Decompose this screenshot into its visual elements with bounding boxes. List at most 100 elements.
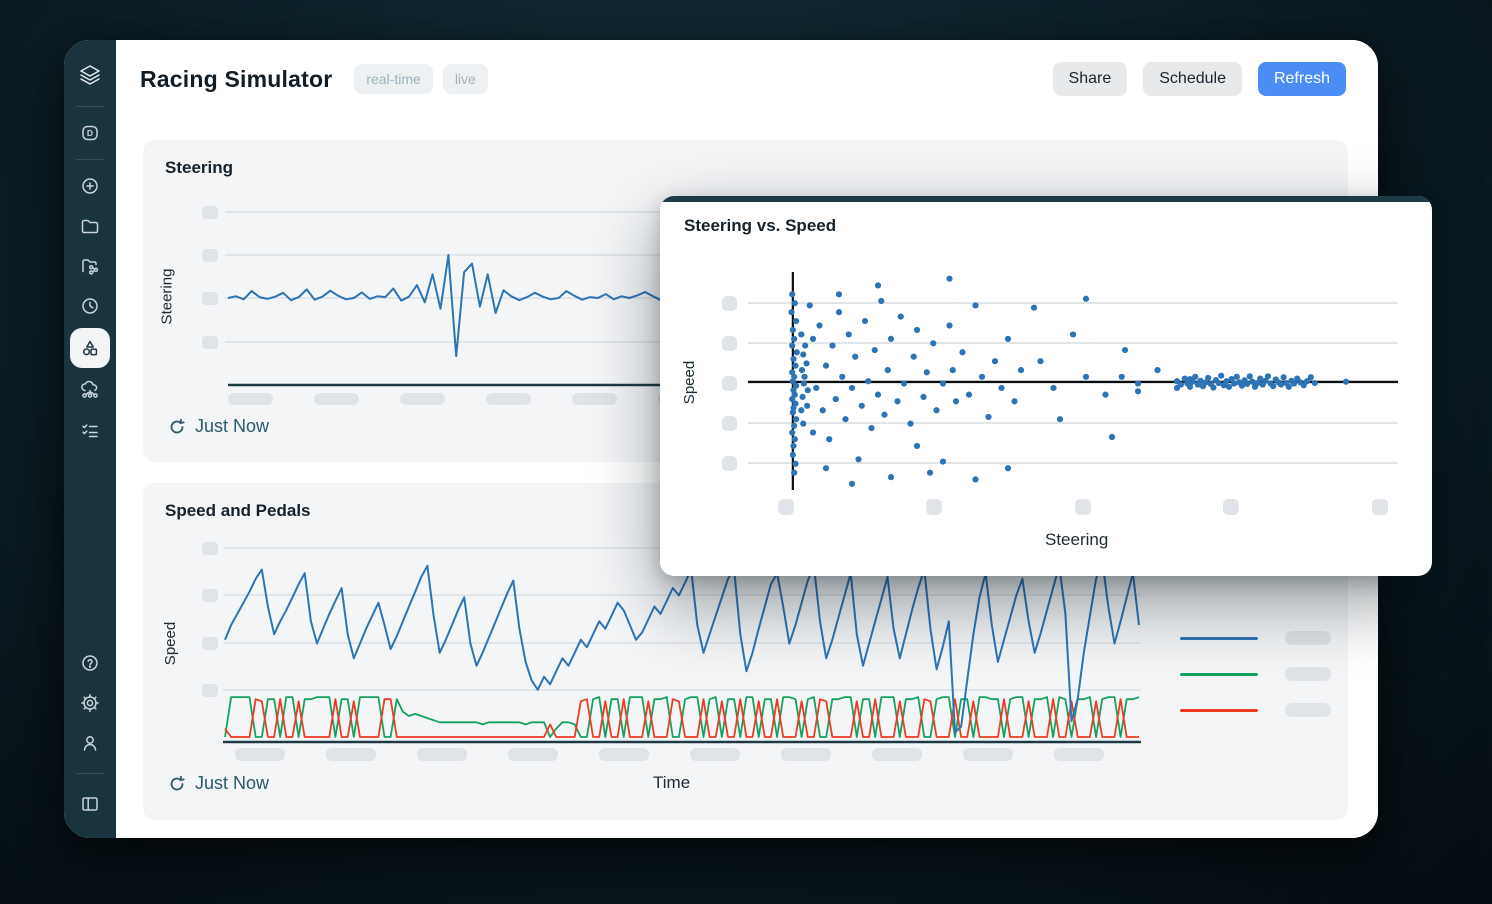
axis-tick-placeholder	[1223, 499, 1239, 515]
legend-line-brake	[1180, 708, 1258, 712]
steering-refresh-status[interactable]: Just Now	[168, 416, 269, 437]
scatter-dot	[923, 369, 930, 376]
axis-tick-placeholder	[417, 748, 467, 761]
chart-legend	[1180, 631, 1340, 739]
scatter-dot	[861, 317, 869, 325]
sidebar-item-settings-gear[interactable]	[70, 685, 110, 721]
scatter-dot	[1238, 382, 1246, 389]
steering-vs-speed-card[interactable]: Steering vs. Speed Speed Steering	[660, 196, 1432, 576]
refresh-icon	[170, 775, 185, 790]
sidebar-item-cloud-network[interactable]	[70, 372, 110, 408]
legend-item-brake[interactable]	[1180, 703, 1340, 717]
axis-tick-placeholder	[572, 393, 617, 405]
scatter-dot	[874, 391, 882, 398]
share-button[interactable]: Share	[1052, 62, 1128, 96]
steering-refresh-label: Just Now	[195, 416, 270, 436]
axis-tick-placeholder	[778, 499, 794, 515]
scatter-dot	[858, 402, 865, 409]
scatter-dot	[791, 300, 798, 307]
scatter-dot	[789, 326, 796, 334]
scatter-dot	[949, 367, 956, 374]
scatter-dot	[1205, 374, 1212, 382]
sidebar-item-dashboard-badge[interactable]: D	[70, 115, 110, 151]
scatter-dot	[829, 342, 836, 349]
axis-tick-placeholder	[228, 393, 273, 405]
scatter-dot	[801, 373, 808, 380]
speed-refresh-status[interactable]: Just Now	[168, 773, 269, 794]
scatter-dot	[1030, 304, 1038, 311]
scatter-dot	[874, 282, 882, 289]
scatter-dot	[1004, 335, 1012, 342]
scatter-dot	[1154, 367, 1161, 374]
scatter-dot	[804, 387, 811, 394]
legend-label-placeholder	[1285, 703, 1331, 717]
scatter-dot	[1225, 383, 1233, 390]
scatter-dot	[884, 367, 891, 374]
scatter-dot	[1285, 383, 1292, 390]
scatter-dot	[897, 313, 904, 320]
axis-tick-placeholder	[400, 393, 445, 405]
scatter-dot	[789, 451, 796, 458]
scatter-dot	[1233, 373, 1240, 380]
scatter-dot	[907, 420, 914, 427]
scatter-dot	[789, 396, 796, 403]
scatter-dot	[972, 302, 979, 309]
scatter-dot	[1311, 379, 1318, 387]
scatter-dot	[1210, 384, 1217, 391]
scatter-dot	[1218, 372, 1225, 379]
header-actions: Share Schedule Refresh	[1052, 62, 1346, 96]
steering-y-axis-label: Steering	[158, 268, 176, 325]
scatter-dot	[1056, 416, 1064, 423]
scatter-dot	[826, 436, 833, 443]
scatter-y-axis-label: Speed	[681, 360, 699, 405]
scatter-dot	[939, 380, 947, 387]
scatter-dot	[930, 340, 937, 347]
legend-line-speed	[1180, 636, 1258, 640]
axis-tick-placeholder	[722, 415, 737, 431]
scatter-dot	[1017, 367, 1025, 374]
scatter-dot	[1277, 381, 1285, 388]
scatter-dot	[894, 398, 901, 405]
sidebar-item-charts-shapes[interactable]	[70, 328, 110, 368]
scatter-dot	[1011, 398, 1018, 405]
scatter-dot	[793, 349, 800, 356]
refresh-icon	[170, 418, 185, 433]
scatter-dot	[946, 322, 953, 329]
scatter-dot	[1307, 374, 1314, 381]
scatter-dot	[933, 407, 940, 414]
scatter-dot	[852, 353, 859, 360]
scatter-dot	[1303, 378, 1311, 385]
axis-tick-placeholder	[1372, 499, 1388, 515]
sidebar-item-panel-toggle[interactable]	[70, 786, 110, 822]
sidebar-item-folder[interactable]	[70, 208, 110, 244]
axis-tick-placeholder	[326, 748, 376, 761]
legend-label-placeholder	[1285, 667, 1331, 681]
app-logo-layers-icon[interactable]	[70, 54, 110, 98]
sidebar-item-history-clock[interactable]	[70, 288, 110, 324]
scatter-dot	[920, 393, 927, 400]
sidebar-item-checklist[interactable]	[70, 412, 110, 448]
axis-tick-placeholder	[235, 748, 285, 761]
axis-tick-placeholder	[202, 291, 218, 305]
legend-item-throttle[interactable]	[1180, 667, 1340, 681]
scatter-dot	[1231, 380, 1238, 387]
scatter-dot	[788, 309, 795, 316]
sidebar-item-add[interactable]	[70, 168, 110, 204]
schedule-button[interactable]: Schedule	[1143, 62, 1242, 96]
badges: real-time live	[354, 64, 488, 94]
time-x-axis-label: Time	[653, 773, 691, 792]
scatter-dot	[878, 297, 885, 305]
scatter-dot	[791, 436, 798, 443]
sidebar-item-help[interactable]	[70, 645, 110, 681]
scatter-dot	[848, 480, 856, 487]
sidebar-item-folder-share[interactable]	[70, 248, 110, 284]
scatter-dot	[855, 456, 862, 463]
refresh-button[interactable]: Refresh	[1257, 62, 1346, 96]
scatter-dot	[791, 335, 798, 342]
sidebar-item-profile[interactable]	[70, 725, 110, 761]
scatter-dot	[792, 460, 799, 467]
scatter-dot	[972, 476, 979, 483]
scatter-dot	[791, 422, 798, 429]
legend-item-speed[interactable]	[1180, 631, 1340, 645]
scatter-dot	[1270, 383, 1277, 390]
